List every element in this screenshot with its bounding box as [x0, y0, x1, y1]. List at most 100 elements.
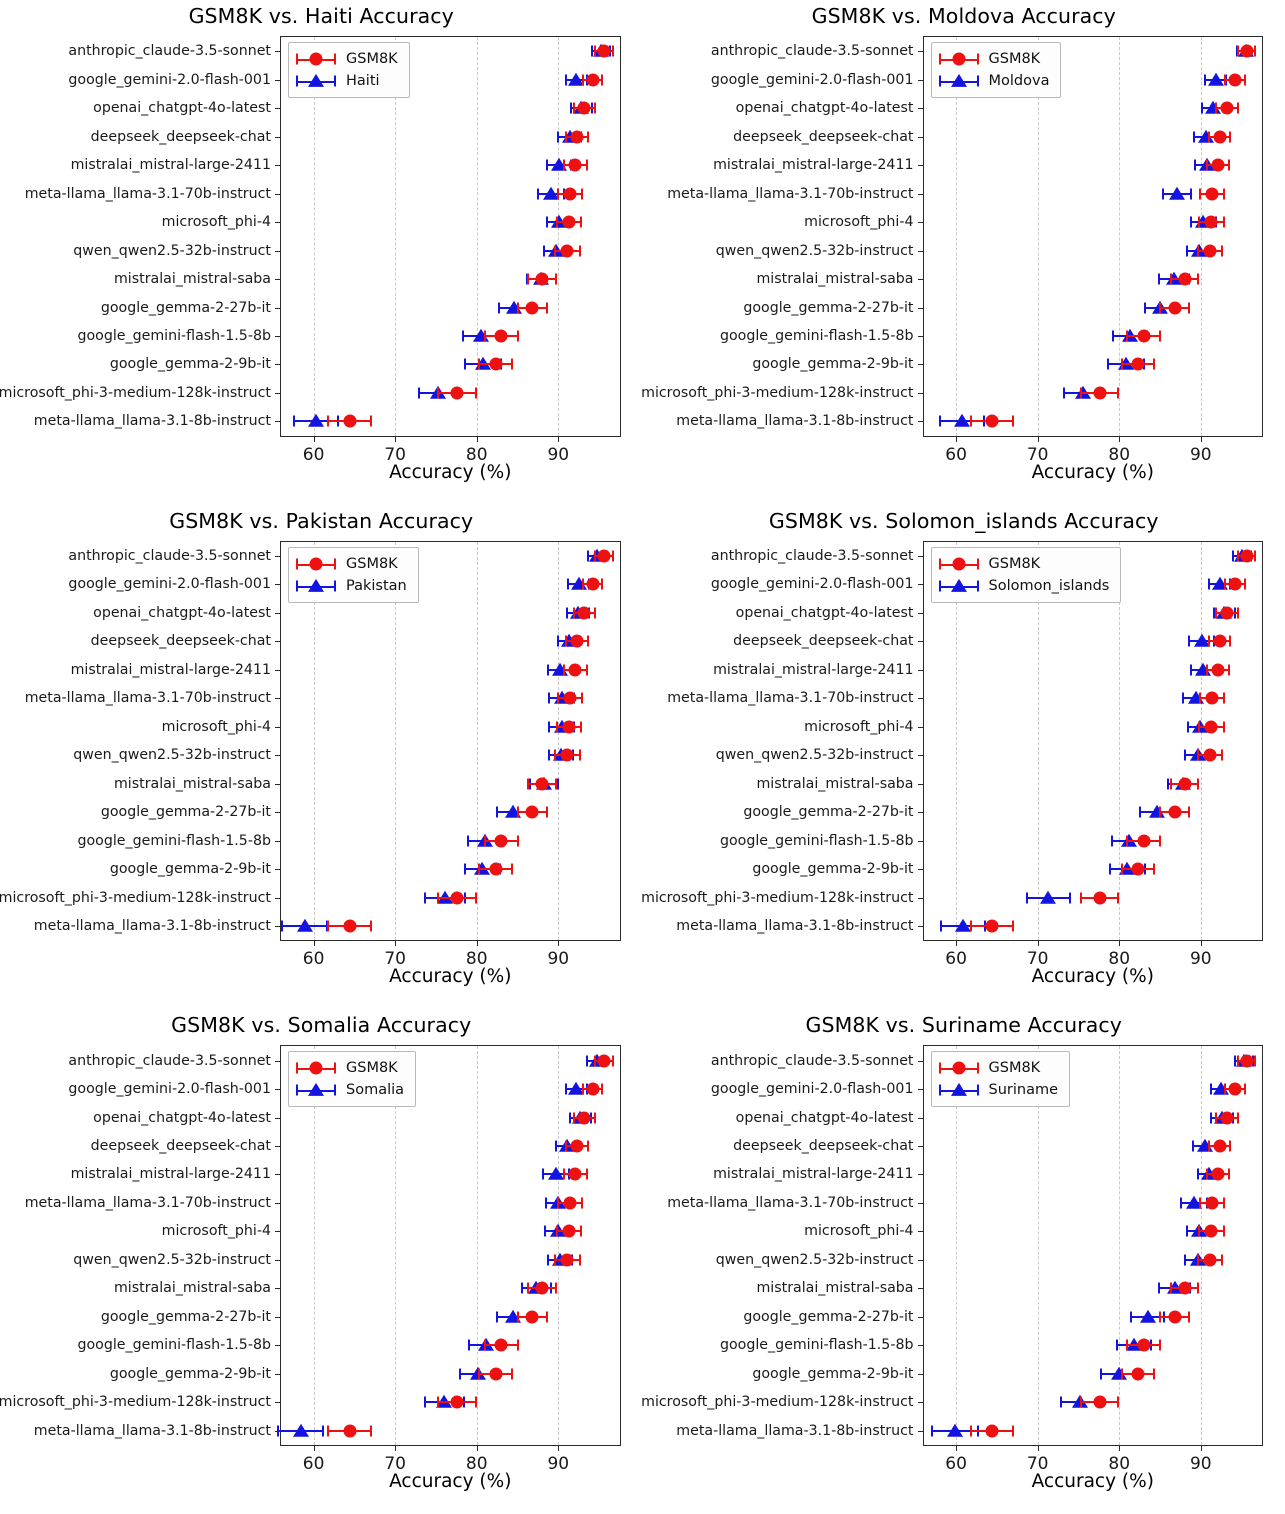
x-axis-title: Accuracy (%) [389, 1470, 512, 1492]
x-tick-label: 90 [547, 1453, 570, 1474]
gsm8k-error-bar-cap [516, 302, 519, 314]
chart-legend[interactable]: GSM8K Somalia [288, 1051, 417, 1108]
gsm8k-error-bar-cap [1169, 778, 1172, 790]
y-axis-model-label: mistralai_mistral-saba [113, 775, 271, 792]
x-axis-title: Accuracy (%) [389, 461, 512, 483]
y-tick-mark [275, 279, 281, 281]
gsm8k-marker-dot [1211, 1167, 1225, 1181]
y-tick-mark [917, 1373, 924, 1375]
gsm8k-error-bar-cap [1198, 721, 1201, 733]
gsm8k-marker-dot [494, 834, 508, 848]
gsm8k-error-bar-cap [1229, 635, 1232, 647]
country-marker-triangle [955, 918, 972, 932]
x-tick-label: 60 [302, 444, 325, 465]
y-axis-model-label: anthropic_claude-3.5-sonnet [710, 1052, 914, 1069]
legend-country[interactable]: Solomon_islands [938, 575, 1109, 597]
gsm8k-error-bar-cap [516, 1339, 519, 1351]
chart-legend[interactable]: GSM8K Moldova [930, 42, 1062, 98]
legend-country[interactable]: Somalia [296, 1079, 404, 1101]
country-error-bar-cap [1185, 245, 1188, 257]
y-tick-mark [275, 222, 281, 224]
y-axis-model-label: google_gemini-2.0-flash-001 [710, 71, 914, 88]
gridline [956, 541, 958, 941]
gsm8k-marker-dot [1240, 549, 1253, 563]
chart-legend[interactable]: GSM8K Solomon_islands [930, 546, 1122, 603]
y-tick-mark [275, 364, 281, 366]
gsm8k-error-bar-cap [565, 635, 568, 647]
gsm8k-marker-icon [296, 556, 336, 572]
gsm8k-marker-dot [1211, 158, 1225, 172]
legend-gsm8k[interactable]: GSM8K [296, 1057, 404, 1079]
gsm8k-marker-dot [1131, 1367, 1145, 1381]
x-tick-label: 80 [1108, 1453, 1131, 1474]
gsm8k-error-bar-cap [572, 1112, 575, 1124]
legend-country[interactable]: Haiti [296, 70, 398, 92]
gsm8k-error-bar-cap [1126, 330, 1129, 342]
y-axis-model-label: mistralai_mistral-large-2411 [713, 661, 914, 678]
chart-panel: GSM8K vs. Suriname Accuracy 60 70 80 90 anthr… [641, 1009, 1285, 1514]
y-axis-model-label: deepseek_deepseek-chat [90, 128, 271, 145]
legend-label: GSM8K [988, 1060, 1041, 1077]
gsm8k-error-bar-cap [1199, 188, 1201, 200]
gsm8k-error-bar-cap [581, 1083, 584, 1095]
country-error-bar-cap [1209, 1083, 1212, 1095]
gsm8k-error-bar-cap [1169, 273, 1172, 285]
legend-country[interactable]: Pakistan [296, 575, 407, 597]
y-axis-model-label: meta-llama_llama-3.1-8b-instruct [676, 918, 914, 935]
gsm8k-error-bar-cap [594, 45, 597, 57]
x-tick-mark [1119, 435, 1121, 442]
x-tick-label: 90 [1189, 1453, 1212, 1474]
chart-panel: GSM8K vs. Moldova Accuracy 60 70 80 90 anthro… [641, 0, 1285, 505]
legend-gsm8k[interactable]: GSM8K [296, 553, 407, 575]
y-axis-model-label: google_gemma-2-27b-it [100, 1308, 271, 1325]
country-error-bar-cap [463, 863, 466, 875]
gridline [1037, 37, 1039, 436]
gsm8k-error-bar-cap [556, 692, 559, 704]
chart-legend[interactable]: GSM8K Pakistan [288, 546, 419, 603]
chart-legend[interactable]: GSM8K Suriname [930, 1051, 1071, 1108]
y-tick-mark [917, 1345, 924, 1347]
gsm8k-error-bar-cap [1117, 892, 1120, 904]
gsm8k-error-bar-cap [1153, 1368, 1156, 1380]
gsm8k-marker-dot [570, 1139, 584, 1153]
y-axis-model-label: anthropic_claude-3.5-sonnet [68, 547, 271, 564]
x-tick-label: 90 [1189, 444, 1212, 465]
gsm8k-error-bar-cap [478, 1368, 481, 1380]
gsm8k-error-bar-cap [572, 102, 575, 114]
gsm8k-marker-dot [563, 691, 577, 705]
x-tick-mark [1037, 435, 1039, 442]
gsm8k-error-bar-cap [1228, 159, 1231, 171]
country-error-bar-cap [1143, 302, 1146, 314]
gsm8k-error-bar-cap [585, 159, 588, 171]
chart-title: GSM8K vs. Solomon_islands Accuracy [768, 508, 1159, 533]
legend-gsm8k[interactable]: GSM8K [938, 553, 1110, 575]
legend-country[interactable]: Suriname [938, 1079, 1058, 1101]
legend-gsm8k[interactable]: GSM8K [938, 48, 1050, 70]
gsm8k-marker-dot [577, 606, 591, 620]
gsm8k-error-bar-cap [1126, 1339, 1129, 1351]
plot-area: 60 70 80 90 anthropic_claude-3.5-sonnet googl… [641, 36, 1263, 465]
y-axis-model-label: google_gemini-2.0-flash-001 [68, 576, 271, 593]
country-error-bar-cap [464, 358, 467, 370]
gsm8k-error-bar-cap [586, 635, 589, 647]
gsm8k-error-bar-cap [554, 245, 557, 257]
y-tick-mark [917, 1174, 924, 1176]
country-error-bar-cap [1111, 330, 1114, 342]
y-axis-model-label: google_gemini-flash-1.5-8b [77, 327, 271, 344]
gsm8k-error-bar-cap [594, 102, 597, 114]
gsm8k-error-bar-cap [545, 1311, 548, 1323]
chart-legend[interactable]: GSM8K Haiti [288, 42, 410, 98]
legend-gsm8k[interactable]: GSM8K [296, 48, 398, 70]
country-marker-triangle [568, 1081, 585, 1095]
x-tick-mark [476, 1444, 478, 1451]
gridline [395, 37, 397, 436]
y-axis-model-label: qwen_qwen2.5-32b-instruct [73, 1251, 271, 1268]
y-tick-mark [917, 79, 924, 81]
y-tick-mark [917, 1145, 924, 1147]
gsm8k-error-bar-cap [1236, 102, 1239, 114]
y-axis-model-label: google_gemma-2-27b-it [100, 299, 271, 316]
legend-gsm8k[interactable]: GSM8K [938, 1057, 1059, 1079]
gsm8k-marker-dot [563, 187, 577, 201]
legend-country[interactable]: Moldova [938, 70, 1049, 92]
y-axis-model-label: google_gemini-flash-1.5-8b [719, 327, 914, 344]
